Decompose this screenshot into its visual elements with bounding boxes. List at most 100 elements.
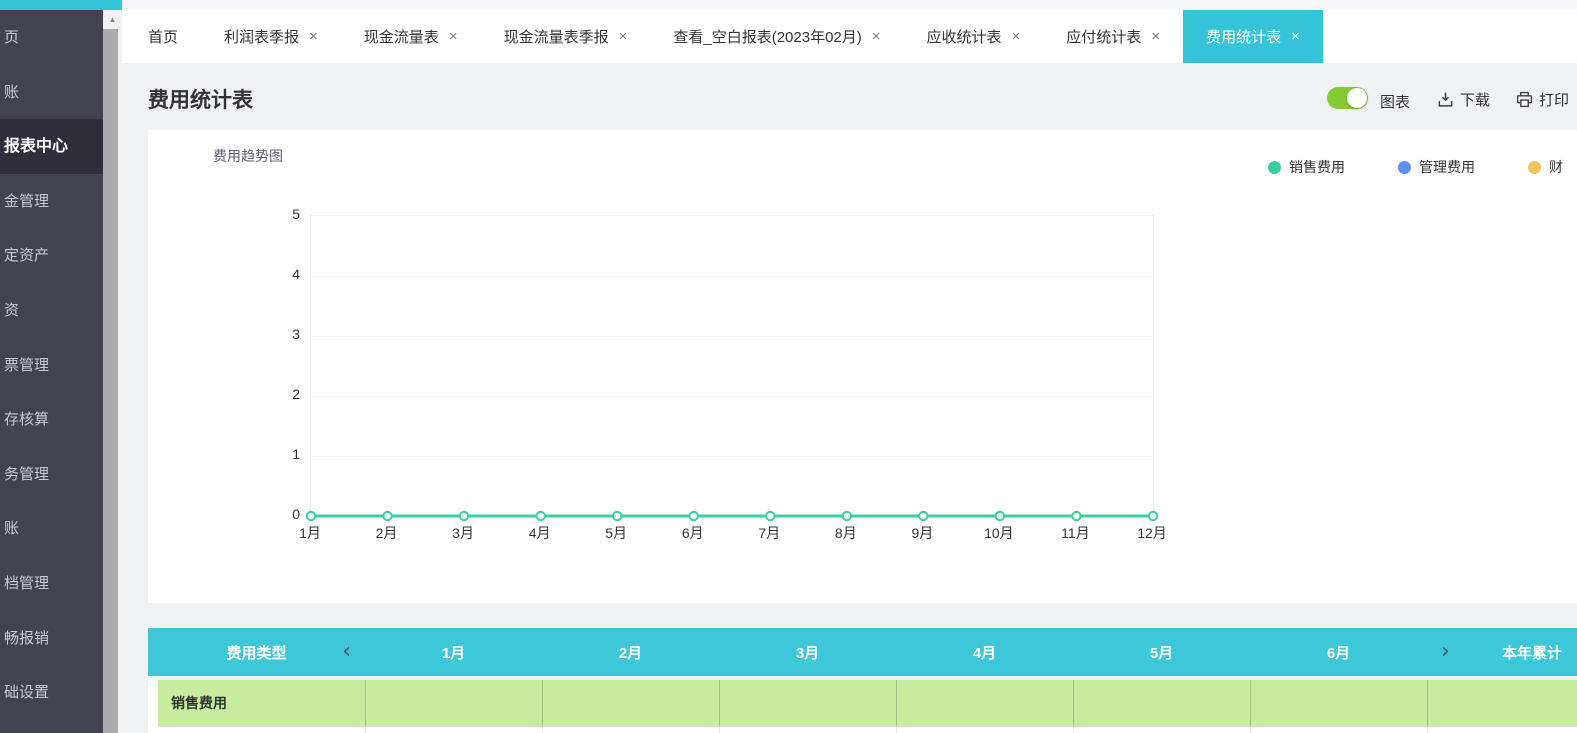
next-column-button[interactable]: › [1441,639,1450,664]
table-header-label: 2月 [618,644,643,662]
tab-close-icon[interactable]: × [871,28,881,45]
table-header-row: 费用类型 ‹ 1月 2月 3月 4月 5月 6月 本年累计 › [148,628,1577,676]
data-point [918,510,929,522]
download-label: 下载 [1460,92,1491,109]
table-header-cell: 4月 [896,628,1073,676]
sidebar-item[interactable]: 账 [4,83,20,101]
sidebar-item[interactable]: 报表中心 [0,119,103,175]
tab-close-icon[interactable]: × [1151,28,1161,45]
tab-close-icon[interactable]: × [309,28,318,45]
sidebar-item[interactable]: 页 [4,29,20,46]
tab-close-icon[interactable]: × [448,28,458,45]
x-axis-tick-label: 3月 [452,525,474,541]
tab-close-icon[interactable]: × [618,28,628,45]
print-label: 打印 [1539,92,1570,109]
tab[interactable]: 费用统计表 × [1183,10,1323,63]
tab[interactable]: 应收统计表 × [904,10,1044,63]
tab[interactable]: 查看_空白报表(2023年02月) × [650,10,903,63]
data-point [382,510,393,522]
table-cell [1250,680,1427,726]
legend-label: 管理费用 [1419,159,1475,175]
sidebar-item[interactable]: 档管理 [4,575,50,592]
data-point [458,510,470,522]
table-body: 销售费用 [148,680,1577,733]
series-layer [305,510,1159,522]
tab-label: 费用统计表 [1206,29,1282,46]
data-point [994,510,1006,522]
tab-close-icon[interactable]: × [1011,28,1021,45]
data-point [1071,510,1082,522]
tab[interactable]: 现金流量表 × [341,10,481,63]
sidebar-item[interactable]: 金管理 [4,192,50,210]
sidebar-item[interactable]: 存核算 [4,411,50,429]
table-header-cell: 1月 [365,628,542,676]
tab-close-icon[interactable]: × [1291,28,1300,45]
legend-label: 财 [1549,159,1563,175]
table-header-cell: 2月 [542,628,719,676]
top-margin-strip [122,0,1577,10]
table-cell [1250,727,1427,733]
tab[interactable]: 现金流量表季报 × [481,10,651,63]
legend-item[interactable]: 财 [1528,158,1563,176]
chart-legend: 销售费用 管理费用 财 [1268,158,1563,176]
legend-dot [1268,160,1281,174]
table-cell [896,727,1073,733]
sidebar-scrollbar[interactable]: ▲ [103,10,122,733]
data-point [611,510,623,522]
sidebar-item[interactable]: 资 [4,302,20,319]
chart-title: 费用趋势图 [213,148,283,164]
expense-table: 费用类型 ‹ 1月 2月 3月 4月 5月 6月 本年累计 › 销售费用 [148,628,1577,733]
x-axis-tick-label: 5月 [605,525,628,541]
x-axis-tick-label: 7月 [758,525,781,541]
legend-dot [1398,160,1411,174]
table-header-label: 3月 [795,644,820,662]
legend-item[interactable]: 销售费用 [1268,158,1345,176]
x-axis-tick-label: 11月 [1061,525,1090,541]
table-header-cell: 本年累计 › [1427,628,1577,676]
sidebar-item[interactable]: 畅报销 [4,629,50,647]
print-button[interactable]: 打印 [1516,89,1569,110]
tab-label: 首页 [148,29,179,46]
table-header-label: 6月 [1326,644,1351,662]
sidebar-item[interactable]: 票管理 [4,356,50,374]
table-cell [1073,680,1250,726]
table-cell [719,680,896,726]
chart-toggle[interactable] [1327,87,1368,109]
sidebar: 页账报表中心 金管理 定资产资票管理 存核算 务管理账档管理 畅报销 础设置 [0,10,103,733]
scrollbar-thumb[interactable] [103,29,118,733]
download-button[interactable]: 下载 [1437,89,1490,110]
x-axis-tick-label: 8月 [834,525,857,541]
tab-bar: 首页 利润表季报 × 现金流量表 × 现金流量表季报 × 查看_空白报表(2023年02月) ×… [122,10,1577,63]
prev-column-button[interactable]: ‹ [342,639,351,664]
sidebar-item[interactable]: 定资产 [4,247,50,265]
table-row[interactable]: 销售费用 [158,680,1577,726]
download-icon [1437,91,1454,108]
y-axis-tick-label: 2 [292,386,300,402]
top-accent-bar [0,0,122,10]
sidebar-item[interactable]: 础设置 [4,684,50,702]
data-point [765,510,776,522]
table-header-cell: 5月 [1073,628,1250,676]
table-cell [542,727,719,733]
tab[interactable]: 利润表季报 × [201,10,341,63]
legend-item[interactable]: 管理费用 [1398,158,1475,176]
table-header-label: 费用类型 [226,644,287,662]
y-axis-tick-label: 5 [292,206,300,222]
tab[interactable]: 首页 [125,10,201,63]
scroll-up-button[interactable]: ▲ [103,10,122,29]
page-title: 费用统计表 [148,89,253,112]
table-cell [158,727,365,733]
tab[interactable]: 应付统计表 × [1043,10,1183,63]
table-cell [719,727,896,733]
toggle-knob [1347,88,1367,108]
sidebar-item[interactable]: 账 [4,520,20,538]
x-axis-tick-label: 12月 [1137,525,1167,541]
table-cell [365,727,542,733]
chart-toggle-label: 图表 [1380,94,1411,111]
table-cell [1427,680,1577,726]
data-point [688,510,699,522]
sidebar-item[interactable]: 务管理 [4,465,50,483]
table-cell [542,680,719,726]
table-cell [365,680,542,726]
